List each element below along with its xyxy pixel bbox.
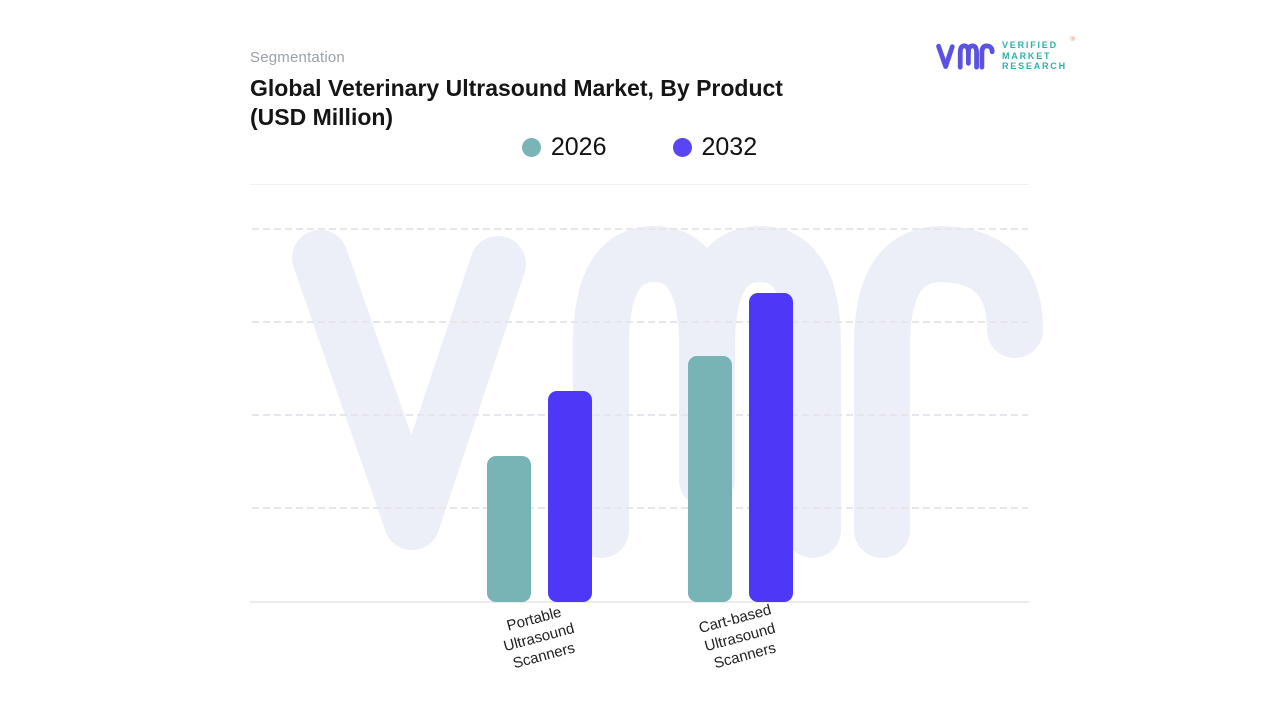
- x-axis-label-portable-ultrasound-scanners: Portable Ultrasound Scanners: [501, 603, 577, 673]
- vmr-wordmark: VERIFIED MARKET RESEARCH ®: [1002, 37, 1075, 72]
- wordmark-line-3: RESEARCH: [1002, 61, 1067, 72]
- x-axis-baseline: [250, 601, 1029, 603]
- vmr-logo: VERIFIED MARKET RESEARCH ®: [932, 37, 1075, 74]
- bar-2032-cart-based-ultrasound-scanners[interactable]: [749, 293, 793, 602]
- chart-title-line-2: (USD Million): [250, 104, 394, 130]
- legend-label: 2032: [701, 133, 758, 161]
- registered-trademark-icon: ®: [1070, 37, 1075, 44]
- gridline-1: [252, 228, 1028, 230]
- eyebrow-label: Segmentation: [250, 49, 345, 66]
- bar-2026-cart-based-ultrasound-scanners[interactable]: [688, 356, 732, 602]
- bar-2026-portable-ultrasound-scanners[interactable]: [487, 456, 531, 602]
- chart-legend: 2026 2032: [250, 133, 1029, 162]
- gridline-2: [252, 321, 1028, 323]
- legend-label: 2026: [550, 133, 607, 161]
- gridline-3: [252, 414, 1028, 416]
- bar-chart-plot-area: Portable Ultrasound Scanners Cart-based U…: [250, 184, 1043, 672]
- legend-swatch-2032: [672, 138, 692, 157]
- chart-title-line-1: Global Veterinary Ultrasound Market, By …: [250, 75, 783, 101]
- vmr-monogram-icon: [936, 43, 995, 70]
- x-axis-label-cart-based-ultrasound-scanners: Cart-based Ultrasound Scanners: [697, 601, 778, 673]
- header-separator-line: [250, 184, 1029, 185]
- vmr-watermark-icon: [292, 226, 1043, 558]
- wordmark-line-1: VERIFIED: [1002, 40, 1058, 51]
- chart-title: Global Veterinary Ultrasound Market, By …: [250, 74, 850, 132]
- legend-swatch-2026: [521, 138, 541, 157]
- bar-2032-portable-ultrasound-scanners[interactable]: [548, 391, 592, 602]
- legend-item-2032[interactable]: 2032: [672, 133, 758, 162]
- legend-item-2026[interactable]: 2026: [521, 133, 607, 162]
- wordmark-line-2: MARKET: [1002, 50, 1052, 61]
- gridline-4: [252, 507, 1028, 509]
